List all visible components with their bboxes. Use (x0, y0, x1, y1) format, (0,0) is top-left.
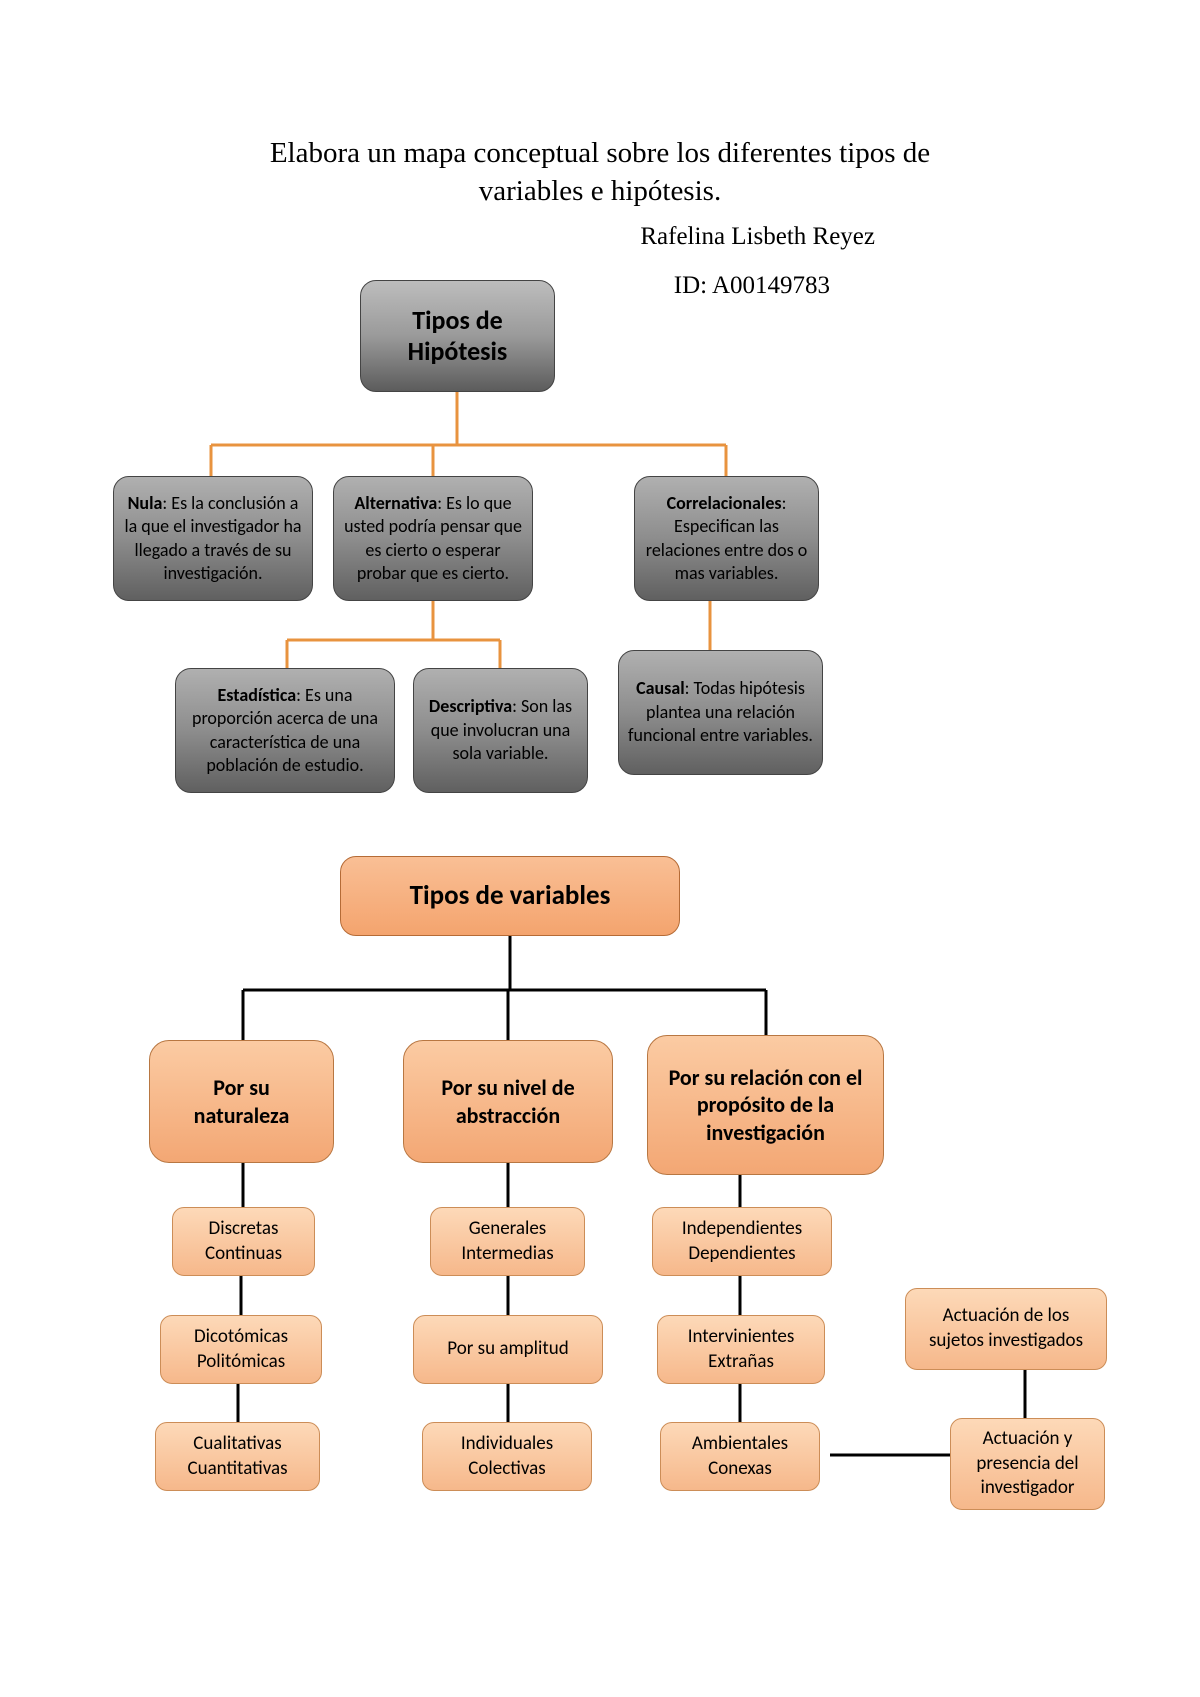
amplitud-node: Por su amplitud (413, 1315, 603, 1384)
generales-node: Generales Intermedias (430, 1207, 585, 1276)
descriptiva-node: Descriptiva: Son las que involucran una … (413, 668, 588, 793)
hipotesis-root-node: Tipos de Hipótesis (360, 280, 555, 392)
naturaleza-node: Por su naturaleza (149, 1040, 334, 1163)
individuales-node: Individuales Colectivas (422, 1422, 592, 1491)
independientes-node: Independientes Dependientes (652, 1207, 832, 1276)
dicotomicas-node: Dicotómicas Politómicas (160, 1315, 322, 1384)
nula-node: Nula: Es la conclusión a la que el inves… (113, 476, 313, 601)
correlacionales-node: Correlacionales: Especifican las relacio… (634, 476, 819, 601)
author-name: Rafelina Lisbeth Reyez (640, 223, 875, 251)
actuacion-presencia-node: Actuación y presencia del investigador (950, 1418, 1105, 1510)
relacion-node: Por su relación con el propósito de la i… (647, 1035, 884, 1175)
estadistica-node: Estadística: Es una proporción acerca de… (175, 668, 395, 793)
ambientales-node: Ambientales Conexas (660, 1422, 820, 1491)
student-id: ID: A00149783 (674, 272, 830, 300)
intervinientes-node: Intervinientes Extrañas (657, 1315, 825, 1384)
document-title: Elabora un mapa conceptual sobre los dif… (0, 135, 1200, 210)
alternativa-node: Alternativa: Es lo que usted podría pens… (333, 476, 533, 601)
abstraccion-node: Por su nivel de abstracción (403, 1040, 613, 1163)
variables-root-node: Tipos de variables (340, 856, 680, 936)
actuacion-sujetos-node: Actuación de los sujetos investigados (905, 1288, 1107, 1370)
cualitativas-node: Cualitativas Cuantitativas (155, 1422, 320, 1491)
discretas-node: Discretas Continuas (172, 1207, 315, 1276)
causal-node: Causal: Todas hipótesis plantea una rela… (618, 650, 823, 775)
